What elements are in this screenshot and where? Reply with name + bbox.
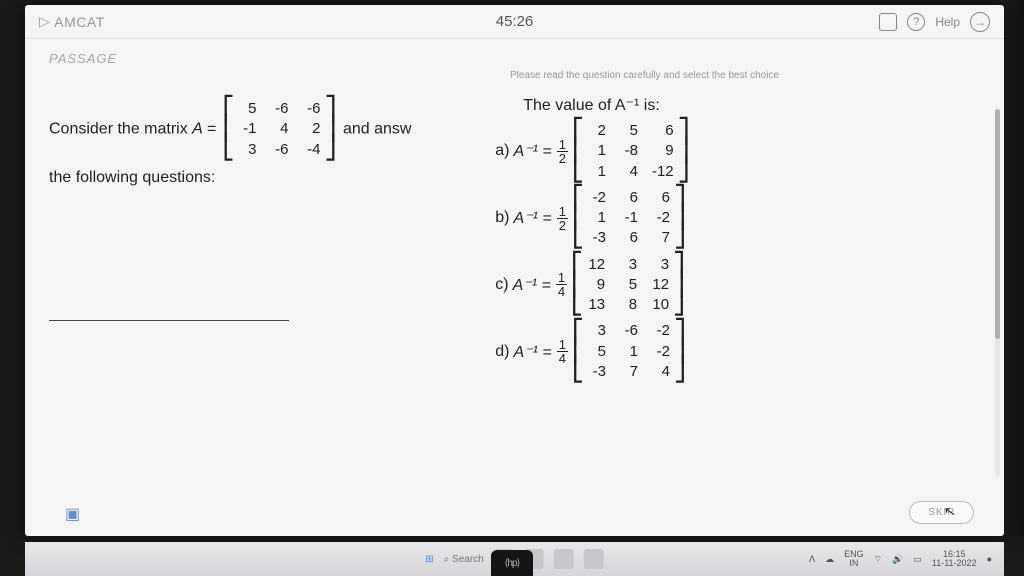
- help-icon[interactable]: ?: [907, 13, 925, 31]
- wifi-icon[interactable]: ⌔: [874, 554, 882, 565]
- option[interactable]: a)A⁻¹ =12⎡⎢⎣2115-8469-12⎤⎥⎦: [495, 121, 980, 182]
- instruction: Please read the question carefully and s…: [309, 70, 980, 81]
- app-screen: ▷ AMCAT 45:26 ? Help → PASSAGE Please re…: [25, 5, 1004, 536]
- answer-column: The value of A⁻¹ is: a)A⁻¹ =12⎡⎢⎣2115-84…: [495, 95, 980, 526]
- brand-text: AMCAT: [54, 14, 104, 30]
- search-label[interactable]: Search: [452, 554, 484, 565]
- windows-icon[interactable]: ⊞: [425, 554, 433, 565]
- q-line2: the following questions:: [49, 166, 477, 190]
- q-suffix: and answ: [343, 121, 412, 138]
- clock[interactable]: 16:1511-11-2022: [932, 550, 977, 568]
- task-icon[interactable]: [554, 549, 574, 569]
- answer-title: The value of A⁻¹ is:: [495, 95, 980, 115]
- language[interactable]: ENGIN: [844, 550, 864, 568]
- cloud-icon[interactable]: ☁: [825, 554, 834, 565]
- option[interactable]: b)A⁻¹ =12⎡⎢⎣-21-36-166-27⎤⎥⎦: [495, 188, 980, 249]
- q-var: A =: [192, 121, 216, 138]
- tray-chevron-icon[interactable]: ᐱ: [809, 554, 815, 565]
- help-label[interactable]: Help: [935, 15, 960, 29]
- laptop-logo: ⟨hp⟩: [491, 550, 533, 576]
- divider: [49, 320, 289, 321]
- top-bar: ▷ AMCAT 45:26 ? Help →: [25, 5, 1004, 39]
- brand: ▷ AMCAT: [39, 13, 105, 30]
- battery-icon[interactable]: ▭: [913, 554, 922, 565]
- scrollbar-track[interactable]: [995, 109, 1000, 476]
- scrollbar-thumb[interactable]: [995, 109, 1000, 339]
- content: PASSAGE Please read the question careful…: [25, 39, 1004, 536]
- notif-icon[interactable]: ●: [987, 554, 992, 564]
- q-text: Consider the matrix: [49, 121, 192, 138]
- fullscreen-icon[interactable]: [879, 13, 897, 31]
- task-icon[interactable]: [584, 549, 604, 569]
- option[interactable]: c)A⁻¹ =14⎡⎢⎣1291335831210⎤⎥⎦: [495, 255, 980, 316]
- skip-button[interactable]: SKIP: [909, 501, 974, 524]
- next-icon[interactable]: →: [970, 12, 990, 32]
- option[interactable]: d)A⁻¹ =14⎡⎢⎣35-3-617-2-24⎤⎥⎦: [495, 321, 980, 382]
- brand-icon: ▷: [39, 13, 50, 30]
- timer: 45:26: [496, 13, 534, 30]
- passage-label: PASSAGE: [49, 51, 980, 66]
- sound-icon[interactable]: 🔊: [892, 554, 903, 565]
- matrix-A: ⎡⎢⎣ 5-13-64-6-62-4 ⎤⎥⎦: [223, 99, 337, 160]
- question-column: Consider the matrix A = ⎡⎢⎣ 5-13-64-6-62…: [49, 95, 477, 526]
- footer-icon[interactable]: ▣: [65, 504, 80, 524]
